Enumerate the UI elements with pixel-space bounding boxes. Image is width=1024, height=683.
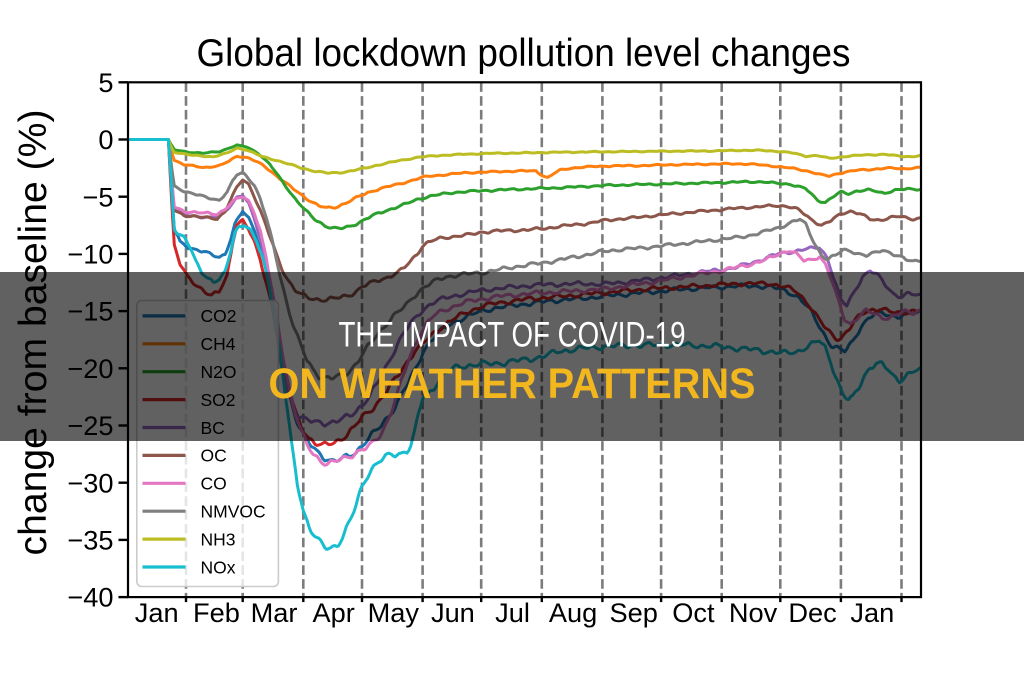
svg-text:Jun: Jun <box>431 597 475 628</box>
svg-text:Jan: Jan <box>850 597 894 628</box>
svg-text:OC: OC <box>201 446 227 466</box>
svg-text:Feb: Feb <box>193 597 240 628</box>
svg-text:Nov: Nov <box>729 597 778 628</box>
svg-text:−40: −40 <box>67 582 113 613</box>
svg-text:−5: −5 <box>83 181 114 212</box>
svg-text:Dec: Dec <box>788 597 836 628</box>
svg-text:Sep: Sep <box>610 597 658 628</box>
svg-text:Jul: Jul <box>495 597 530 628</box>
svg-text:Mar: Mar <box>251 597 298 628</box>
svg-text:−30: −30 <box>67 467 113 498</box>
svg-text:ON WEATHER PATTERNS: ON WEATHER PATTERNS <box>269 360 756 408</box>
svg-text:5: 5 <box>98 67 113 98</box>
svg-text:NMVOC: NMVOC <box>201 502 266 522</box>
svg-text:THE IMPACT OF COVID-19: THE IMPACT OF COVID-19 <box>339 316 686 355</box>
svg-text:Aug: Aug <box>549 597 597 628</box>
svg-text:Jan: Jan <box>135 597 179 628</box>
svg-text:May: May <box>368 597 420 628</box>
svg-text:−10: −10 <box>67 239 113 270</box>
svg-text:Oct: Oct <box>672 597 715 628</box>
svg-text:NH3: NH3 <box>201 529 236 549</box>
svg-text:−35: −35 <box>67 525 113 556</box>
svg-text:Apr: Apr <box>313 597 355 628</box>
svg-text:0: 0 <box>98 124 113 155</box>
svg-text:NOx: NOx <box>201 557 236 577</box>
svg-text:Global lockdown pollution leve: Global lockdown pollution level changes <box>197 32 851 75</box>
svg-text:CO: CO <box>201 474 227 494</box>
